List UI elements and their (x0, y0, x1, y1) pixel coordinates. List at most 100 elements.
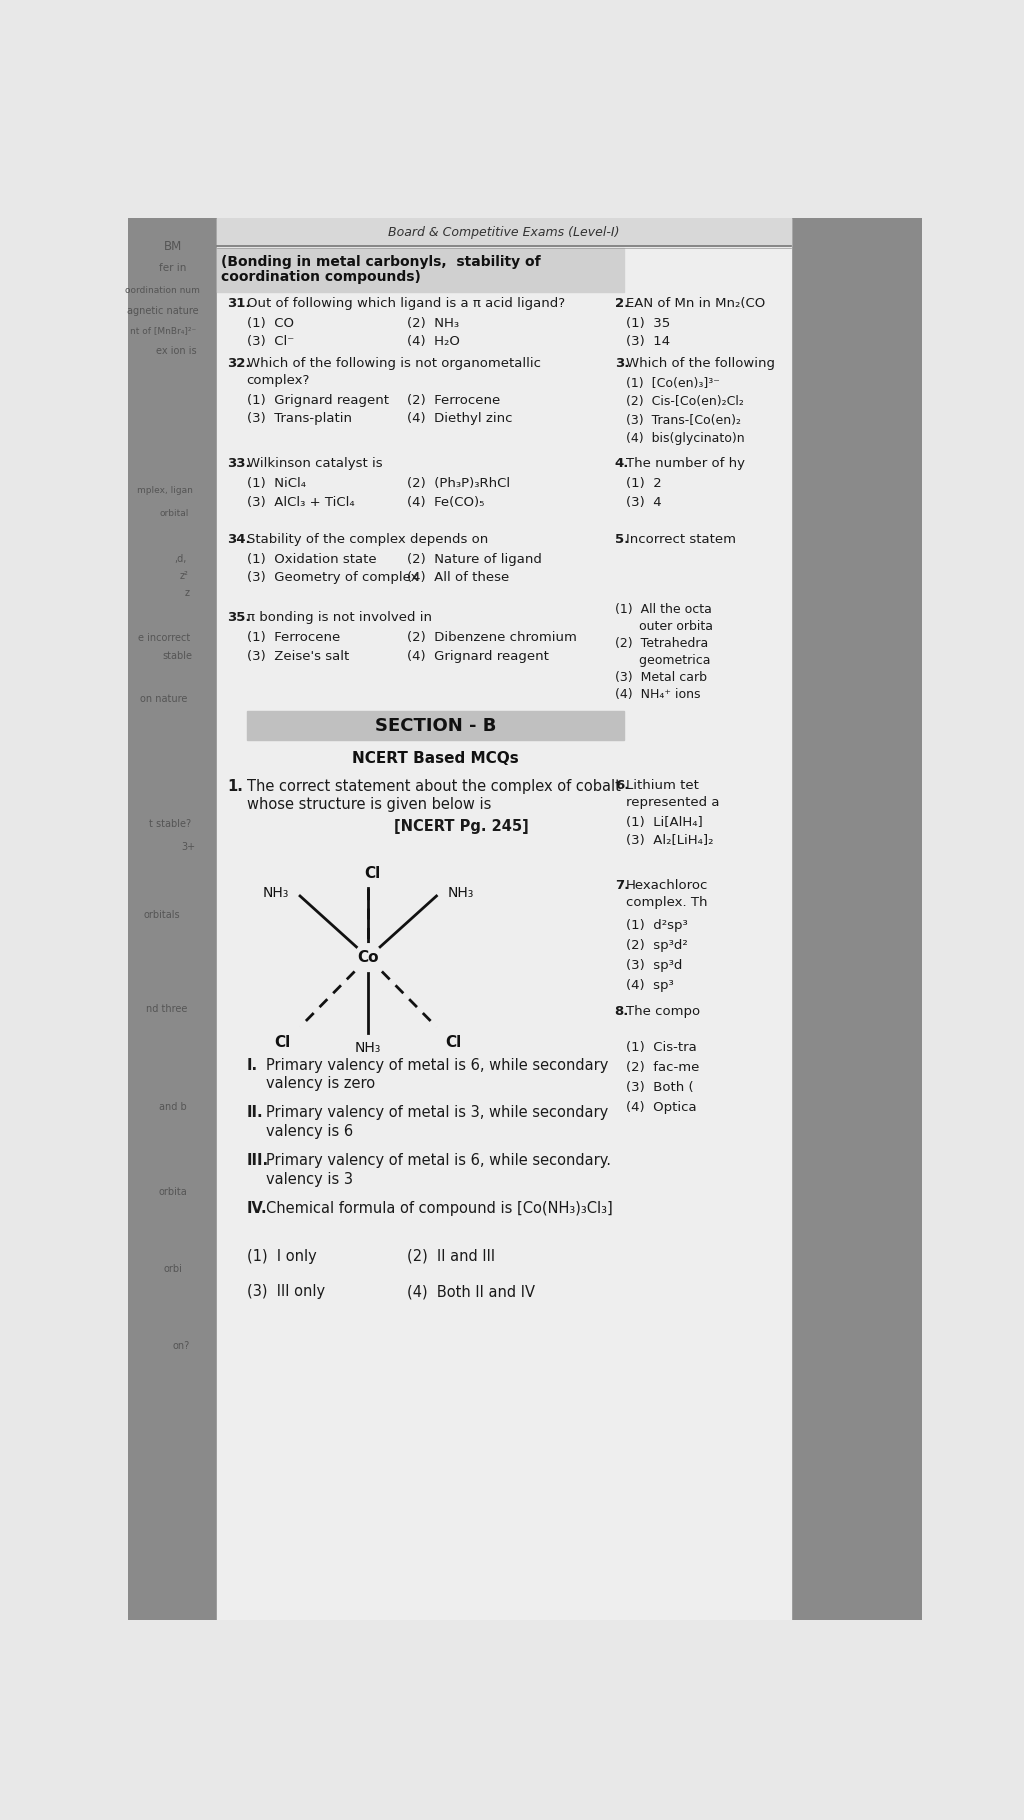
Text: (3)  Zeise's salt: (3) Zeise's salt (247, 650, 349, 662)
Text: (2)  Cis-[Co(en)₂Cl₂: (2) Cis-[Co(en)₂Cl₂ (626, 395, 743, 408)
Text: valency is 3: valency is 3 (266, 1172, 353, 1187)
Text: (1)  Ferrocene: (1) Ferrocene (247, 632, 340, 644)
Text: III.: III. (247, 1154, 268, 1168)
Bar (217, 218, 791, 246)
Text: complex. Th: complex. Th (626, 895, 707, 908)
Text: (2)  Nature of ligand: (2) Nature of ligand (407, 553, 542, 566)
Text: The number of hy: The number of hy (626, 457, 744, 470)
Text: (3)  Trans-platin: (3) Trans-platin (247, 413, 351, 426)
Text: Cl: Cl (274, 1034, 291, 1050)
Text: e incorrect: e incorrect (137, 633, 189, 642)
Text: (3)  4: (3) 4 (626, 495, 662, 508)
Text: (1)  Li[AlH₄]: (1) Li[AlH₄] (626, 815, 702, 828)
Text: π bonding is not involved in: π bonding is not involved in (247, 612, 431, 624)
Text: (3)  sp³d: (3) sp³d (626, 959, 682, 972)
Text: (2)  sp³d²: (2) sp³d² (626, 939, 687, 952)
Text: 34.: 34. (227, 533, 251, 546)
Text: (Bonding in metal carbonyls,  stability of: (Bonding in metal carbonyls, stability o… (221, 255, 541, 269)
Text: Which of the following is not organometallic: Which of the following is not organometa… (247, 357, 541, 369)
Text: represented a: represented a (626, 795, 719, 808)
Text: The correct statement about the complex of cobalt: The correct statement about the complex … (247, 779, 621, 794)
Text: II.: II. (247, 1105, 263, 1121)
Text: 7.: 7. (614, 879, 629, 892)
Text: Stability of the complex depends on: Stability of the complex depends on (247, 533, 487, 546)
Text: Primary valency of metal is 3, while secondary: Primary valency of metal is 3, while sec… (266, 1105, 608, 1121)
Text: 1.: 1. (227, 779, 243, 794)
Text: 32.: 32. (227, 357, 251, 369)
Bar (791, 218, 922, 1620)
Text: 33.: 33. (227, 457, 251, 470)
Text: (4)  Optica: (4) Optica (626, 1101, 696, 1114)
Text: (3)  Both (: (3) Both ( (626, 1081, 693, 1094)
Text: ex ion is: ex ion is (156, 346, 197, 357)
Text: (2)  II and III: (2) II and III (407, 1249, 496, 1263)
Text: (4)  Both II and IV: (4) Both II and IV (407, 1285, 535, 1299)
Text: (3)  III only: (3) III only (247, 1285, 325, 1299)
Text: 35.: 35. (227, 612, 251, 624)
Text: (2)  Dibenzene chromium: (2) Dibenzene chromium (407, 632, 577, 644)
Text: 2.: 2. (614, 297, 629, 309)
Text: Primary valency of metal is 6, while secondary: Primary valency of metal is 6, while sec… (266, 1057, 608, 1072)
Text: (4)  H₂O: (4) H₂O (407, 335, 460, 348)
Text: SECTION - B: SECTION - B (375, 717, 496, 735)
Text: (3)  Al₂[LiH₄]₂: (3) Al₂[LiH₄]₂ (626, 834, 713, 848)
Text: mplex, ligan: mplex, ligan (137, 486, 194, 495)
Text: 31.: 31. (227, 297, 251, 309)
Text: (2)  NH₃: (2) NH₃ (407, 317, 459, 329)
Text: nd three: nd three (146, 1005, 187, 1014)
Text: (2)  (Ph₃P)₃RhCl: (2) (Ph₃P)₃RhCl (407, 477, 510, 490)
Text: Cl: Cl (445, 1034, 462, 1050)
Text: whose structure is given below is: whose structure is given below is (247, 797, 490, 812)
Text: EAN of Mn in Mn₂(CO: EAN of Mn in Mn₂(CO (626, 297, 765, 309)
Bar (128, 218, 217, 1620)
Text: Incorrect statem: Incorrect statem (626, 533, 735, 546)
Text: NH₃: NH₃ (355, 1041, 381, 1056)
Text: complex?: complex? (247, 373, 310, 388)
Text: (3)  Geometry of complex: (3) Geometry of complex (247, 571, 418, 584)
Text: on?: on? (172, 1341, 189, 1350)
Text: Cl: Cl (364, 866, 380, 881)
Text: stable: stable (163, 652, 193, 661)
Text: (3)  Cl⁻: (3) Cl⁻ (247, 335, 294, 348)
Text: ,d,: ,d, (174, 553, 187, 564)
Text: Co: Co (357, 950, 379, 965)
Text: coordination compounds): coordination compounds) (221, 269, 421, 284)
Text: orbitals: orbitals (143, 910, 180, 919)
Text: (1)  2: (1) 2 (626, 477, 662, 490)
Text: Out of following which ligand is a π acid ligand?: Out of following which ligand is a π aci… (247, 297, 564, 309)
Text: IV.: IV. (247, 1201, 267, 1216)
Text: 6.: 6. (614, 779, 629, 792)
Text: fer in: fer in (160, 264, 186, 273)
Bar (247, 712, 624, 741)
Text: orbi: orbi (164, 1265, 182, 1274)
Bar (217, 218, 791, 1620)
Text: 5.: 5. (614, 533, 629, 546)
Text: Primary valency of metal is 6, while secondary.: Primary valency of metal is 6, while sec… (266, 1154, 611, 1168)
Text: agnetic nature: agnetic nature (127, 306, 199, 317)
Text: 8.: 8. (614, 1005, 629, 1019)
Circle shape (354, 945, 382, 972)
Text: z: z (184, 588, 189, 599)
Text: (4)  Fe(CO)₅: (4) Fe(CO)₅ (407, 495, 484, 508)
Text: Lithium tet: Lithium tet (626, 779, 698, 792)
Text: (4)  NH₄⁺ ions: (4) NH₄⁺ ions (614, 688, 700, 701)
Text: Wilkinson catalyst is: Wilkinson catalyst is (247, 457, 382, 470)
Text: (3)  AlCl₃ + TiCl₄: (3) AlCl₃ + TiCl₄ (247, 495, 354, 508)
Text: (3)  Metal carb: (3) Metal carb (614, 672, 707, 684)
Text: valency is zero: valency is zero (266, 1076, 375, 1092)
Text: The compo: The compo (626, 1005, 699, 1019)
Text: (1)  Oxidation state: (1) Oxidation state (247, 553, 376, 566)
Text: (1)  NiCl₄: (1) NiCl₄ (247, 477, 305, 490)
Text: I.: I. (247, 1057, 258, 1072)
Text: (3)  14: (3) 14 (626, 335, 670, 348)
Text: nt of [MnBr₄]²⁻: nt of [MnBr₄]²⁻ (130, 326, 196, 335)
Text: Which of the following: Which of the following (626, 357, 774, 369)
Text: Chemical formula of compound is [Co(NH₃)₃Cl₃]: Chemical formula of compound is [Co(NH₃)… (266, 1201, 612, 1216)
Text: Board & Competitive Exams (Level-I): Board & Competitive Exams (Level-I) (388, 226, 620, 238)
Text: geometrica: geometrica (614, 653, 711, 668)
Text: (1)  I only: (1) I only (247, 1249, 316, 1263)
Text: oordination num: oordination num (125, 286, 201, 295)
Text: (1)  [Co(en)₃]³⁻: (1) [Co(en)₃]³⁻ (626, 377, 720, 389)
Text: 3.: 3. (614, 357, 629, 369)
Text: (2)  Ferrocene: (2) Ferrocene (407, 393, 501, 408)
